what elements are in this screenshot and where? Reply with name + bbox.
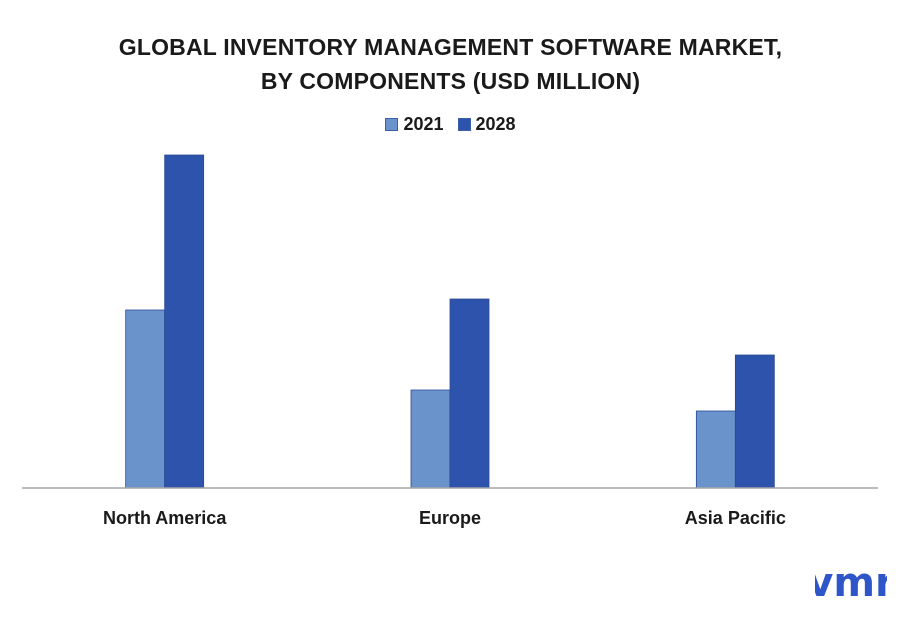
x-tick-label-asia-pacific: Asia Pacific — [685, 508, 786, 528]
legend-label-2028: 2028 — [475, 114, 516, 134]
vmr-logo-icon: vmr — [807, 560, 895, 606]
legend-swatch-2021 — [385, 118, 399, 131]
legend-item-2021: 2021 — [385, 114, 444, 135]
bar-2028-asia-pacific — [734, 354, 775, 489]
legend-swatch-2028 — [457, 118, 471, 131]
bar-2021-north-america — [125, 309, 166, 489]
legend-item-2028: 2028 — [457, 114, 516, 135]
vmr-logo-text: vmr — [815, 563, 887, 603]
bar-2021-europe — [410, 389, 451, 489]
chart-title: GLOBAL INVENTORY MANAGEMENT SOFTWARE MAR… — [0, 30, 901, 98]
bar-2028-europe — [449, 298, 490, 489]
chart-legend: 2021 2028 — [0, 114, 901, 135]
chart-title-line-2: BY COMPONENTS (USD MILLION) — [260, 68, 641, 94]
bar-2021-asia-pacific — [695, 410, 736, 489]
vmr-logo: vmr — [807, 560, 895, 608]
bar-2028-north-america — [164, 154, 205, 489]
legend-label-2021: 2021 — [403, 114, 444, 134]
x-tick-label-europe: Europe — [419, 508, 481, 528]
x-tick-label-north-america: North America — [103, 508, 227, 528]
chart-title-line-1: GLOBAL INVENTORY MANAGEMENT SOFTWARE MAR… — [118, 34, 783, 60]
